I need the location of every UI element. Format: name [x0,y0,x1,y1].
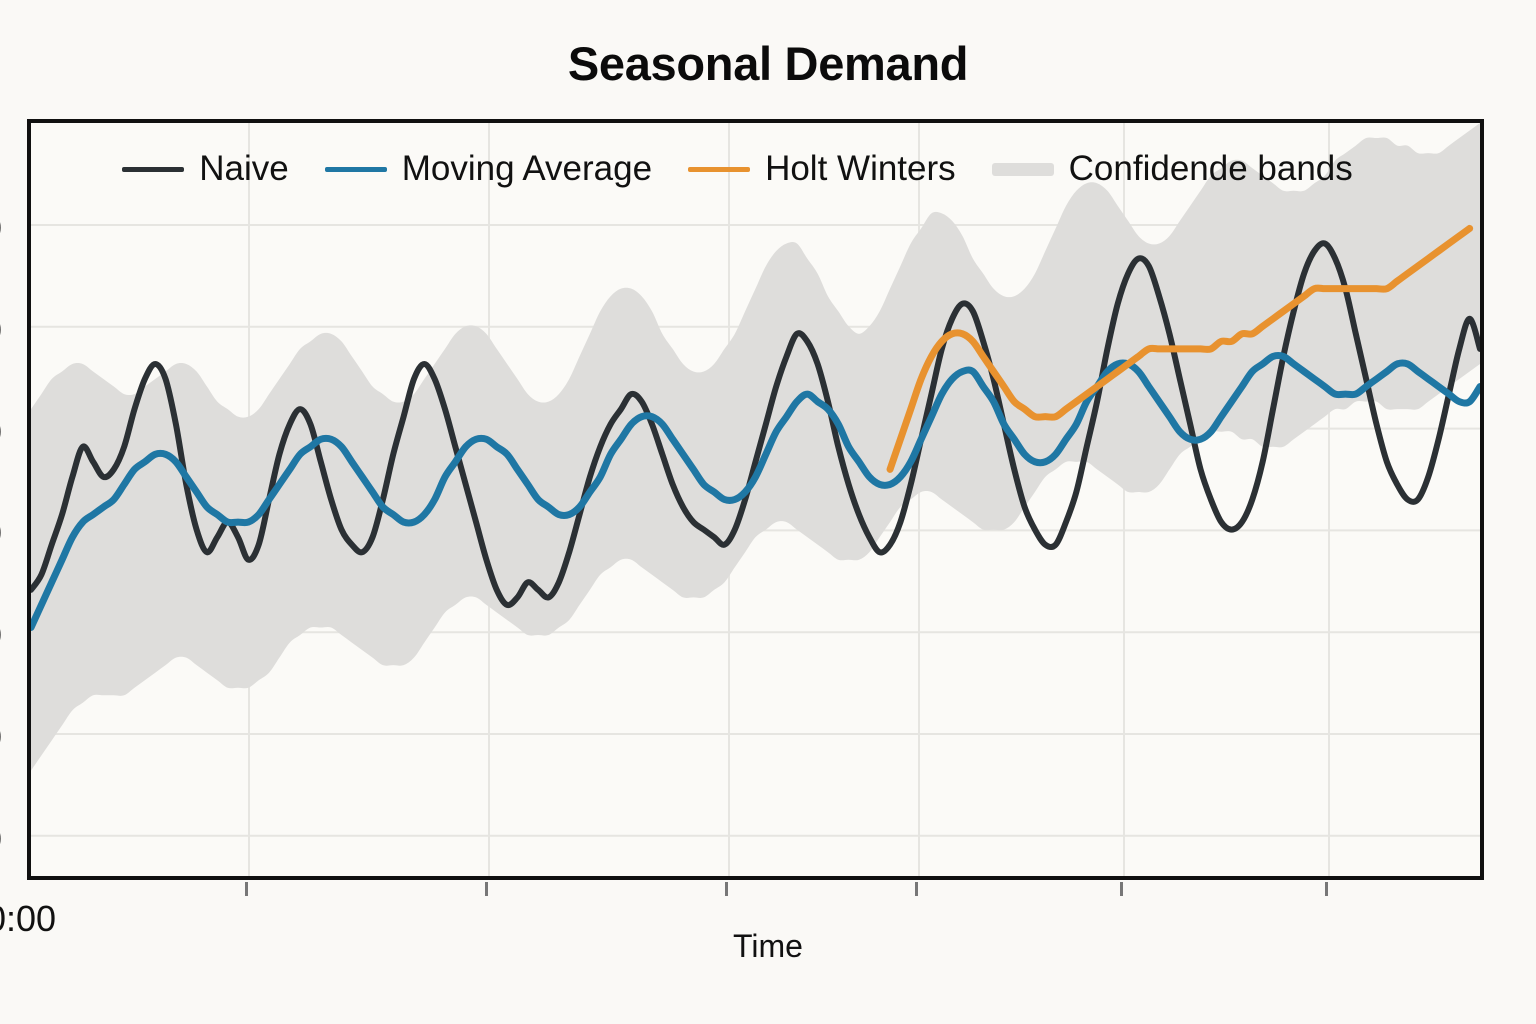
x-axis-label: Time [733,928,803,964]
plot-area[interactable]: Naive Moving Average Holt Winters Confidend… [27,119,1484,880]
x-axis-tick-mark [1325,882,1328,896]
x-axis-tick-mark [725,882,728,896]
plot-canvas [31,123,1480,876]
x-axis-tick-mark [1120,882,1123,896]
x-axis-tick-label: 0:00 [0,898,57,939]
x-axis-tick-mark [245,882,248,896]
series-line-moving-average [31,351,1480,632]
y-axis-tick-label: 0 [0,719,2,758]
x-axis-tick-mark [915,882,918,896]
series-line-holt-winters [886,224,1474,473]
y-axis-tick-label: 0 [0,311,2,350]
x-axis-tick-mark [485,882,488,896]
y-axis-tick-label: 0 [0,820,2,859]
series-line-naive [31,240,1480,609]
y-axis-tick-label: 0 [0,210,2,249]
confidence-band-area [31,123,1480,771]
page-title: Seasonal Demand [567,37,969,90]
y-axis-tick-label: 0 [0,413,2,452]
y-axis-tick-label: 0 [0,617,2,656]
y-axis-tick-label: 0 [0,515,2,554]
